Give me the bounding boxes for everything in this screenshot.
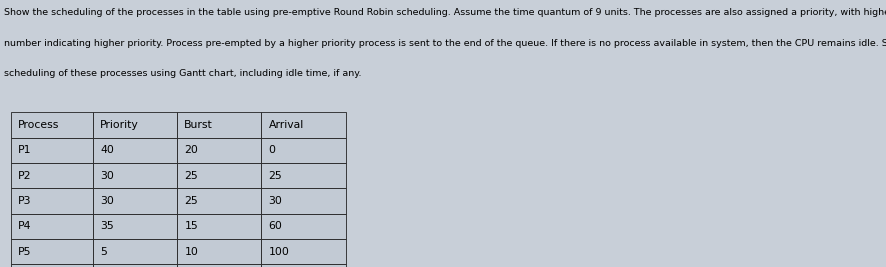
Text: 15: 15 xyxy=(184,221,198,231)
Text: 30: 30 xyxy=(268,196,283,206)
Text: 30: 30 xyxy=(100,196,114,206)
Text: 60: 60 xyxy=(268,221,283,231)
Text: 30: 30 xyxy=(100,171,114,180)
Text: Burst: Burst xyxy=(184,120,213,130)
Text: Show the scheduling of the processes in the table using pre-emptive Round Robin : Show the scheduling of the processes in … xyxy=(4,8,886,17)
Bar xyxy=(93,264,177,267)
Text: P1: P1 xyxy=(18,145,31,155)
Bar xyxy=(11,214,93,239)
Text: Priority: Priority xyxy=(100,120,139,130)
Text: 35: 35 xyxy=(100,221,114,231)
Text: P4: P4 xyxy=(18,221,31,231)
Bar xyxy=(261,239,346,264)
Text: P5: P5 xyxy=(18,247,31,257)
Text: 25: 25 xyxy=(268,171,283,180)
Bar xyxy=(261,112,346,138)
Bar xyxy=(11,188,93,214)
Bar xyxy=(261,138,346,163)
Bar xyxy=(177,239,261,264)
Text: 100: 100 xyxy=(268,247,290,257)
Bar xyxy=(261,264,346,267)
Text: 20: 20 xyxy=(184,145,198,155)
Bar xyxy=(177,214,261,239)
Text: P3: P3 xyxy=(18,196,31,206)
Text: P2: P2 xyxy=(18,171,31,180)
Bar xyxy=(261,188,346,214)
Text: number indicating higher priority. Process pre-empted by a higher priority proce: number indicating higher priority. Proce… xyxy=(4,39,886,48)
Text: 40: 40 xyxy=(100,145,114,155)
Bar xyxy=(177,112,261,138)
Bar xyxy=(11,239,93,264)
Bar xyxy=(11,163,93,188)
Bar xyxy=(11,112,93,138)
Text: 25: 25 xyxy=(184,196,198,206)
Text: Arrival: Arrival xyxy=(268,120,304,130)
Bar xyxy=(93,188,177,214)
Bar xyxy=(93,214,177,239)
Bar xyxy=(93,112,177,138)
Text: 10: 10 xyxy=(184,247,198,257)
Bar xyxy=(93,138,177,163)
Text: 0: 0 xyxy=(268,145,276,155)
Text: 25: 25 xyxy=(184,171,198,180)
Bar xyxy=(261,214,346,239)
Bar xyxy=(177,188,261,214)
Text: 5: 5 xyxy=(100,247,107,257)
Bar xyxy=(93,239,177,264)
Text: Process: Process xyxy=(18,120,59,130)
Bar xyxy=(177,138,261,163)
Text: scheduling of these processes using Gantt chart, including idle time, if any.: scheduling of these processes using Gant… xyxy=(4,69,361,78)
Bar xyxy=(261,163,346,188)
Bar xyxy=(93,163,177,188)
Bar xyxy=(11,264,93,267)
Bar xyxy=(177,264,261,267)
Bar xyxy=(11,138,93,163)
Bar xyxy=(177,163,261,188)
